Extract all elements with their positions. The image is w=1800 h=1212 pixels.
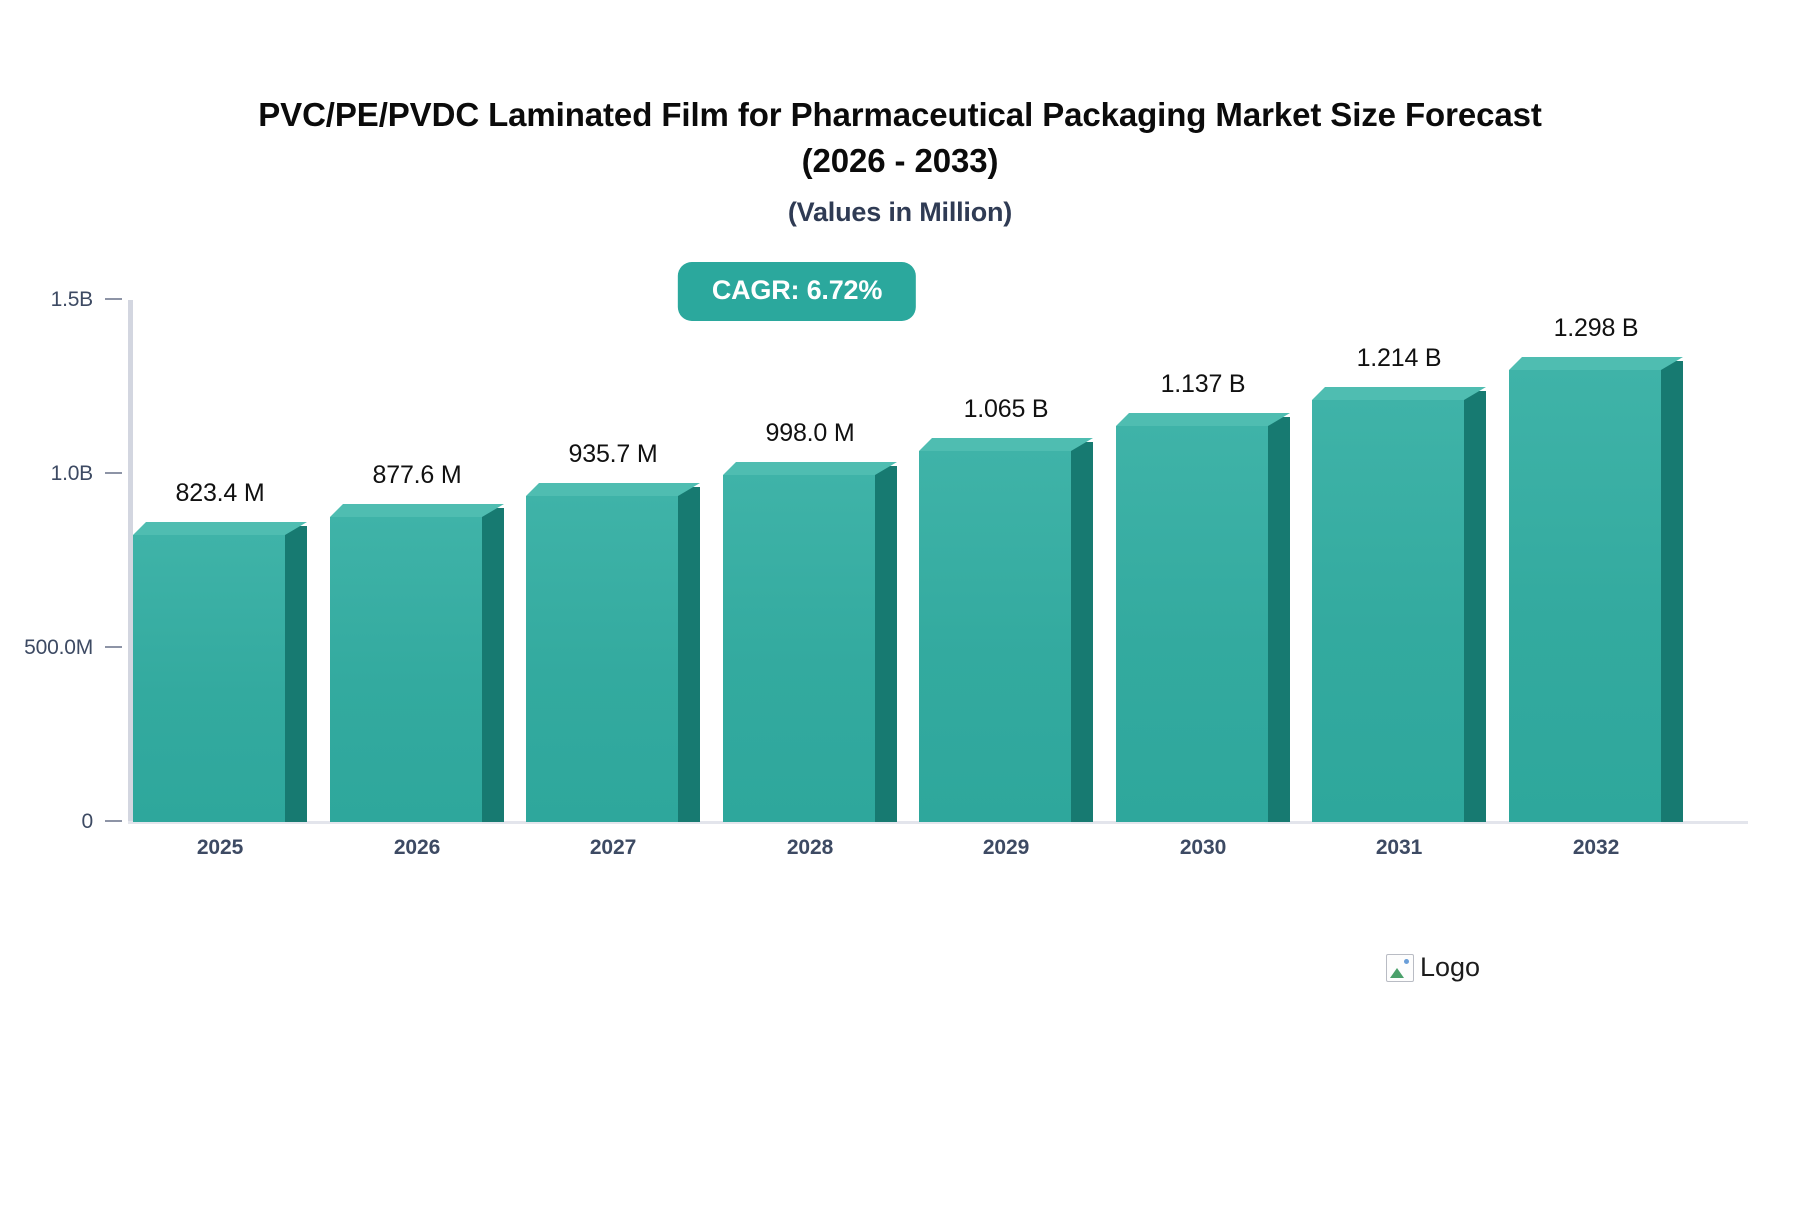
logo: Logo <box>1386 952 1480 983</box>
bar-top-face <box>1509 357 1683 370</box>
bar-top-face <box>1116 413 1290 426</box>
bar-side-face <box>678 487 700 822</box>
bar-front-face <box>330 517 482 822</box>
y-tick-dash-icon <box>105 819 122 822</box>
page-title: PVC/PE/PVDC Laminated Film for Pharmaceu… <box>80 92 1720 183</box>
bar-top-face <box>330 504 504 517</box>
bar-top-face <box>723 462 897 475</box>
broken-image-icon <box>1386 953 1414 982</box>
y-tick-0: 0 <box>0 810 122 834</box>
bar-value-label: 1.214 B <box>1356 344 1442 372</box>
bar-front-face <box>1312 400 1464 822</box>
logo-alt-text: Logo <box>1420 952 1481 982</box>
bar-side-face <box>1071 442 1093 822</box>
bar-front-face <box>526 496 678 822</box>
bar-value-label: 935.7 M <box>568 440 658 468</box>
bar-side-face <box>1464 391 1486 822</box>
y-tick-label-0: 0 <box>81 810 94 833</box>
y-tick-label-3: 1.5B <box>50 288 94 311</box>
x-axis-label-2028: 2028 <box>786 836 834 859</box>
bar-top-face <box>133 522 307 535</box>
bar-front-face <box>133 535 285 822</box>
y-tick-2: 1.0B <box>0 462 122 486</box>
x-axis-line <box>128 821 1748 824</box>
x-axis-label-2030: 2030 <box>1179 836 1227 859</box>
bar-front-face <box>723 475 875 822</box>
bar-side-face <box>875 466 897 822</box>
y-tick-dash-icon <box>105 471 122 474</box>
x-axis-label-2025: 2025 <box>196 836 244 859</box>
y-axis-line <box>128 300 133 823</box>
bar-value-label: 877.6 M <box>372 461 462 489</box>
bar-top-face <box>1312 387 1486 400</box>
chart-subtitle: (Values in Million) <box>787 197 1013 228</box>
bar-value-label: 823.4 M <box>175 479 265 507</box>
y-tick-label-2: 1.0B <box>50 462 94 485</box>
x-axis-label-2026: 2026 <box>393 836 441 859</box>
bar-side-face <box>285 526 307 822</box>
bar-front-face <box>1116 426 1268 822</box>
bar-value-label: 1.298 B <box>1553 314 1639 342</box>
y-tick-label-1: 500.0M <box>24 636 93 659</box>
bar-value-label: 998.0 M <box>765 419 855 447</box>
bar-side-face <box>1268 417 1290 822</box>
x-axis-label-2027: 2027 <box>589 836 637 859</box>
x-axis-label-2032: 2032 <box>1572 836 1620 859</box>
bar-top-face <box>919 438 1093 451</box>
chart-title-line1: PVC/PE/PVDC Laminated Film for Pharmaceu… <box>258 96 1542 133</box>
y-tick-3: 1.5B <box>0 288 122 312</box>
bar-side-face <box>482 508 504 822</box>
bar-top-face <box>526 483 700 496</box>
chart-title-line2: (2026 - 2033) <box>801 141 999 179</box>
y-tick-1: 500.0M <box>0 636 122 660</box>
bar-value-label: 1.065 B <box>963 395 1049 423</box>
y-tick-dash-icon <box>105 297 122 300</box>
title-block: PVC/PE/PVDC Laminated Film for Pharmaceu… <box>0 92 1800 228</box>
bar-front-face <box>919 451 1071 822</box>
x-axis-label-2029: 2029 <box>982 836 1030 859</box>
bar-value-label: 1.137 B <box>1160 370 1246 398</box>
cagr-badge: CAGR: 6.72% <box>677 262 917 321</box>
bar-front-face <box>1509 370 1661 822</box>
bar-side-face <box>1661 361 1683 822</box>
x-axis-label-2031: 2031 <box>1375 836 1423 859</box>
y-tick-dash-icon <box>105 645 122 648</box>
